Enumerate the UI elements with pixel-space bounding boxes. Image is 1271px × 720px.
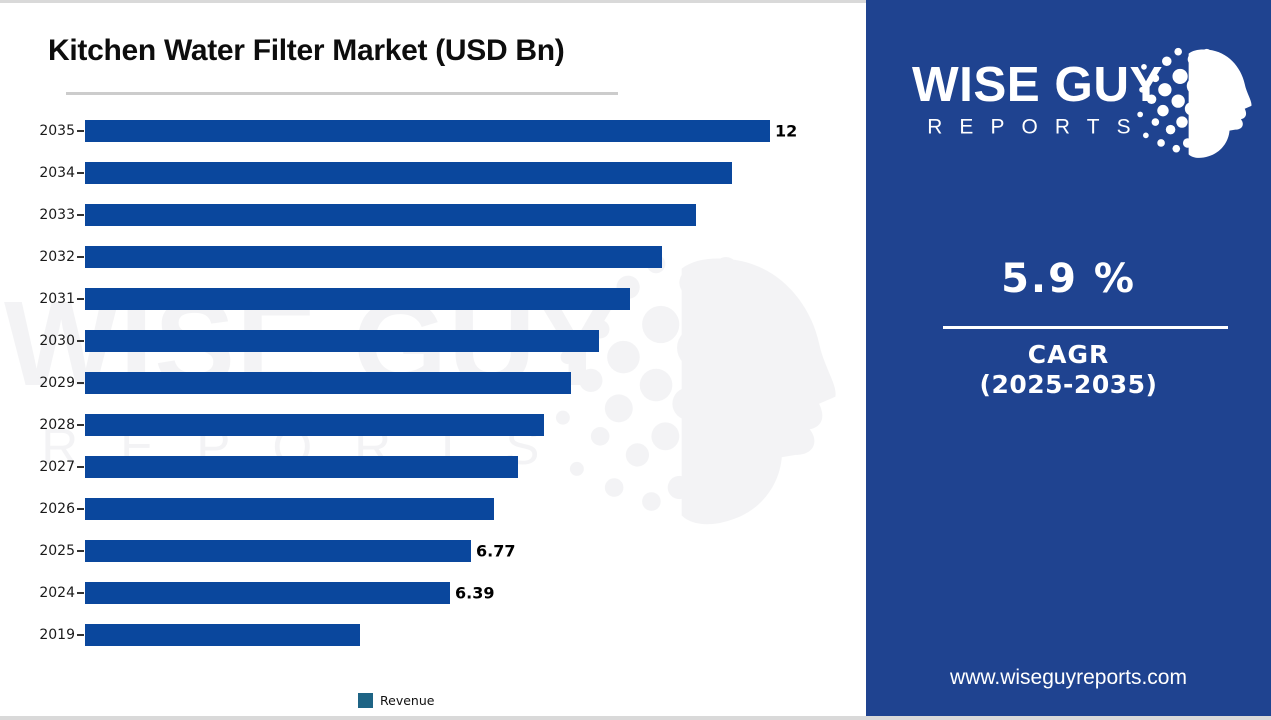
y-tick-label: 2035: [39, 123, 75, 139]
revenue-bar: [85, 330, 599, 352]
y-tick-label: 2027: [39, 459, 75, 475]
cagr-label: CAGR: [1027, 340, 1110, 369]
y-tick-label: 2029: [39, 375, 75, 391]
y-tick-label: 2026: [39, 501, 75, 517]
chart-row-2028: 2028: [0, 404, 866, 446]
y-tick-mark: [77, 592, 84, 594]
revenue-bar: [85, 540, 471, 562]
y-tick-mark: [77, 466, 84, 468]
bar-value-label: 6.77: [476, 541, 516, 561]
wiseguy-logo: WISE GUY REPORTS: [912, 46, 1259, 170]
revenue-bar: [85, 246, 662, 268]
revenue-bar: [85, 414, 544, 436]
chart-row-2019: 2019: [0, 614, 866, 656]
y-tick-mark: [77, 550, 84, 552]
legend: Revenue: [358, 693, 434, 708]
chart-title: Kitchen Water Filter Market (USD Bn): [48, 34, 565, 67]
title-underline: [66, 92, 618, 95]
revenue-bar: [85, 288, 630, 310]
chart-row-2032: 2032: [0, 236, 866, 278]
cagr-value: 5.9 %: [1001, 256, 1136, 302]
revenue-bar: [85, 204, 696, 226]
chart-row-2026: 2026: [0, 488, 866, 530]
revenue-bar: [85, 162, 732, 184]
chart-row-2025: 2025 6.77: [0, 530, 866, 572]
bottom-border: [0, 716, 1271, 720]
bar-value-label: 6.39: [455, 583, 495, 603]
brand-panel: WISE GUY REPORTS 5.9 % CAGR (2025-2035) w…: [866, 0, 1271, 716]
chart-row-2027: 2027: [0, 446, 866, 488]
chart-row-2024: 2024 6.39: [0, 572, 866, 614]
y-tick-mark: [77, 172, 84, 174]
y-tick-label: 2031: [39, 291, 75, 307]
y-tick-mark: [77, 130, 84, 132]
revenue-bar: [85, 582, 450, 604]
revenue-bar: [85, 372, 571, 394]
y-tick-label: 2025: [39, 543, 75, 559]
chart-row-2029: 2029: [0, 362, 866, 404]
y-tick-label: 2033: [39, 207, 75, 223]
bar-chart: 2035 12 2034 2033 2032 2031 2030 2029 2028 2027 20…: [0, 110, 866, 656]
revenue-bar: [85, 624, 360, 646]
y-tick-mark: [77, 256, 84, 258]
svg-text:REPORTS: REPORTS: [927, 115, 1147, 138]
revenue-bar: [85, 120, 770, 142]
legend-label: Revenue: [380, 693, 435, 708]
legend-marker: [358, 693, 373, 708]
revenue-bar: [85, 498, 494, 520]
chart-row-2034: 2034: [0, 152, 866, 194]
y-tick-mark: [77, 382, 84, 384]
y-tick-mark: [77, 634, 84, 636]
top-border: [0, 0, 866, 3]
y-tick-mark: [77, 298, 84, 300]
website-url: www.wiseguyreports.com: [950, 666, 1187, 689]
y-tick-label: 2028: [39, 417, 75, 433]
y-tick-label: 2032: [39, 249, 75, 265]
revenue-bar: [85, 456, 518, 478]
y-tick-label: 2019: [39, 627, 75, 643]
bar-value-label: 12: [775, 121, 798, 141]
chart-row-2035: 2035 12: [0, 110, 866, 152]
y-tick-mark: [77, 508, 84, 510]
y-tick-mark: [77, 214, 84, 216]
svg-text:WISE GUY: WISE GUY: [912, 57, 1163, 112]
y-tick-mark: [77, 340, 84, 342]
y-tick-label: 2024: [39, 585, 75, 601]
y-tick-label: 2030: [39, 333, 75, 349]
y-tick-label: 2034: [39, 165, 75, 181]
cagr-divider: [943, 326, 1228, 329]
y-tick-mark: [77, 424, 84, 426]
chart-row-2030: 2030: [0, 320, 866, 362]
chart-row-2031: 2031: [0, 278, 866, 320]
cagr-period: (2025-2035): [979, 370, 1158, 399]
chart-row-2033: 2033: [0, 194, 866, 236]
